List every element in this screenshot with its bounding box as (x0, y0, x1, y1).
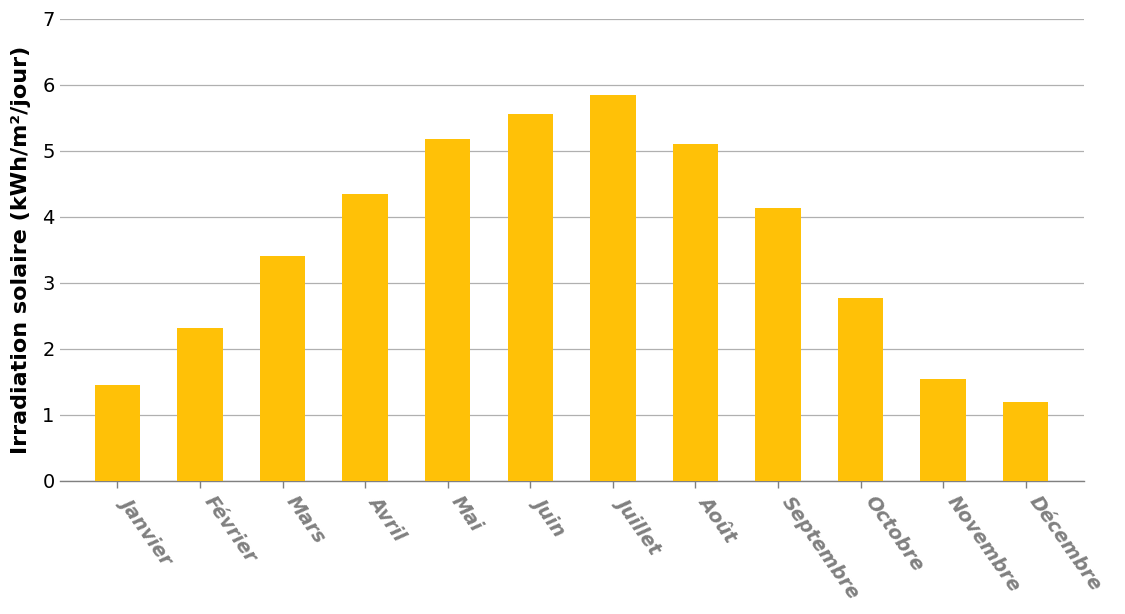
Bar (755, 208, 801, 481)
Bar (425, 139, 470, 481)
Bar (342, 193, 388, 481)
Bar (507, 114, 554, 481)
Bar (591, 95, 636, 481)
Bar (178, 328, 223, 481)
Bar (1004, 402, 1048, 481)
Bar (94, 385, 141, 481)
Bar (838, 298, 883, 481)
Bar (260, 257, 305, 481)
Y-axis label: Irradiation solaire (kWh/m²/jour): Irradiation solaire (kWh/m²/jour) (11, 45, 32, 454)
Bar (673, 144, 718, 481)
Bar (920, 379, 966, 481)
